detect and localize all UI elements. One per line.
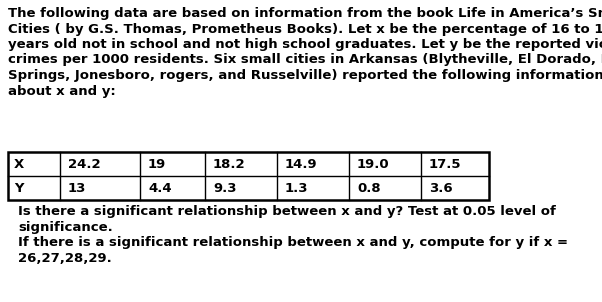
- Bar: [8, 152, 489, 200]
- Text: Is there a significant relationship between x and y? Test at 0.05 level of: Is there a significant relationship betw…: [18, 205, 556, 218]
- Text: significance.: significance.: [18, 220, 113, 233]
- Text: 17.5: 17.5: [429, 158, 462, 171]
- Text: crimes per 1000 residents. Six small cities in Arkansas (Blytheville, El Dorado,: crimes per 1000 residents. Six small cit…: [8, 53, 602, 66]
- Text: years old not in school and not high school graduates. Let y be the reported vio: years old not in school and not high sch…: [8, 38, 602, 51]
- Text: Springs, Jonesboro, rogers, and Russelville) reported the following information: Springs, Jonesboro, rogers, and Russelvi…: [8, 69, 602, 82]
- Text: The following data are based on information from the book Life in America’s Smal: The following data are based on informat…: [8, 7, 602, 20]
- Text: If there is a significant relationship between x and y, compute for y if x =: If there is a significant relationship b…: [18, 236, 568, 249]
- Text: X: X: [14, 158, 24, 171]
- Text: 24.2: 24.2: [68, 158, 101, 171]
- Text: 14.9: 14.9: [285, 158, 318, 171]
- Text: 19.0: 19.0: [357, 158, 389, 171]
- Text: 13: 13: [68, 182, 86, 194]
- Text: Cities ( by G.S. Thomas, Prometheus Books). Let x be the percentage of 16 to 19: Cities ( by G.S. Thomas, Prometheus Book…: [8, 23, 602, 36]
- Text: about x and y:: about x and y:: [8, 85, 116, 98]
- Text: 3.6: 3.6: [429, 182, 453, 194]
- Text: 9.3: 9.3: [213, 182, 237, 194]
- Text: 26,27,28,29.: 26,27,28,29.: [18, 252, 112, 265]
- Text: Y: Y: [14, 182, 23, 194]
- Text: 4.4: 4.4: [148, 182, 172, 194]
- Text: 18.2: 18.2: [213, 158, 246, 171]
- Text: 19: 19: [148, 158, 166, 171]
- Text: 1.3: 1.3: [285, 182, 308, 194]
- Text: 0.8: 0.8: [357, 182, 380, 194]
